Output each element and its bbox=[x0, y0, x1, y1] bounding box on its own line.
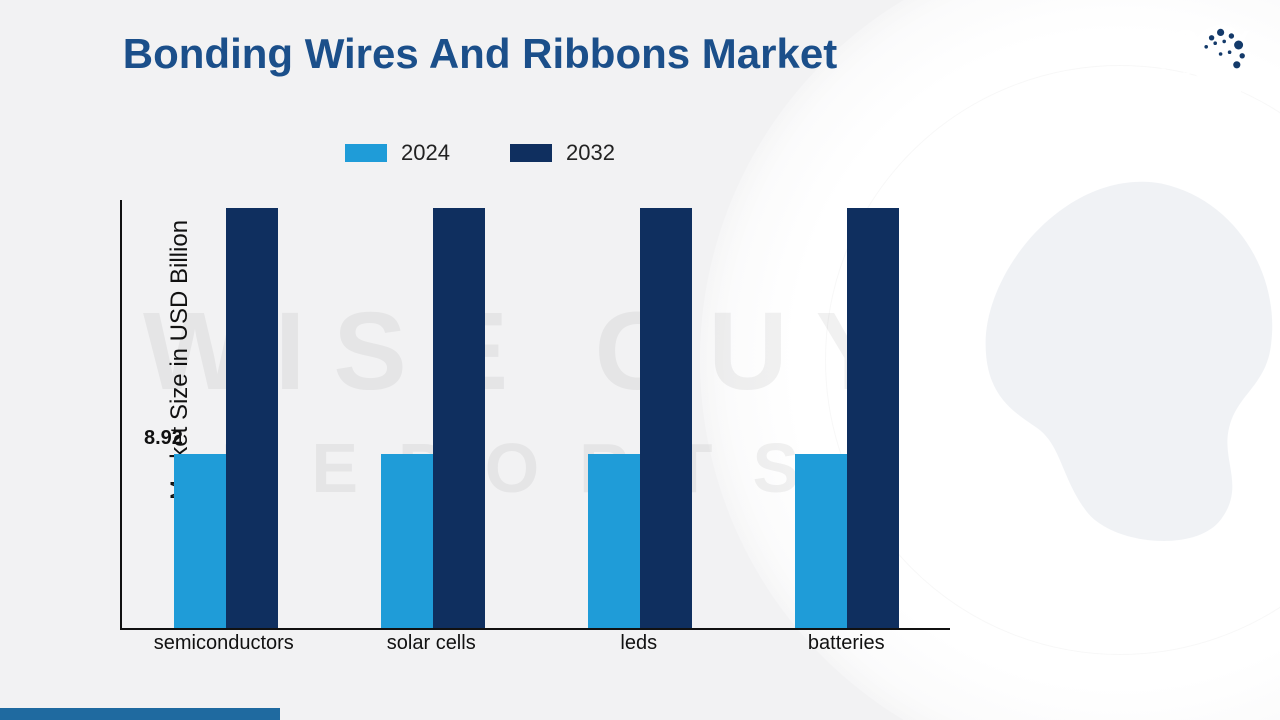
bar-groups: 8.92 bbox=[122, 200, 950, 628]
legend-label-2024: 2024 bbox=[401, 140, 450, 166]
bar-pair bbox=[588, 200, 692, 628]
bar bbox=[588, 454, 640, 628]
bar bbox=[640, 208, 692, 628]
legend-item-2024: 2024 bbox=[345, 140, 450, 166]
chart-plot-area: 8.92 bbox=[120, 200, 950, 630]
footer-accent bbox=[0, 708, 280, 720]
page-title: Bonding Wires And Ribbons Market bbox=[0, 30, 960, 78]
bar-group bbox=[329, 200, 536, 628]
brand-head-icon bbox=[1172, 18, 1262, 108]
legend-swatch-2032 bbox=[510, 144, 552, 162]
bar-group bbox=[743, 200, 950, 628]
brand-logo: WISEGUY REPORTS bbox=[1077, 24, 1252, 81]
category-labels: semiconductorssolar cellsledsbatteries bbox=[120, 632, 950, 655]
category-label: leds bbox=[535, 632, 743, 655]
bar-pair bbox=[381, 200, 485, 628]
bar bbox=[433, 208, 485, 628]
legend-item-2032: 2032 bbox=[510, 140, 615, 166]
legend-label-2032: 2032 bbox=[566, 140, 615, 166]
brand-word-a: WISE bbox=[1077, 24, 1172, 62]
bar-group: 8.92 bbox=[122, 200, 329, 628]
stage: WISE GUY REPORTS Bonding Wires And Ribbo… bbox=[0, 0, 1280, 720]
legend: 2024 2032 bbox=[0, 140, 960, 166]
bar-pair bbox=[795, 200, 899, 628]
bar bbox=[847, 208, 899, 628]
category-label: batteries bbox=[743, 632, 951, 655]
head-watermark-icon bbox=[910, 150, 1280, 570]
legend-swatch-2024 bbox=[345, 144, 387, 162]
bar bbox=[381, 454, 433, 628]
category-label: solar cells bbox=[328, 632, 536, 655]
bar bbox=[226, 208, 278, 628]
bar-group bbox=[536, 200, 743, 628]
bar bbox=[795, 454, 847, 628]
bar-pair bbox=[174, 200, 278, 628]
bar-value-label: 8.92 bbox=[144, 427, 183, 450]
category-label: semiconductors bbox=[120, 632, 328, 655]
bar bbox=[174, 454, 226, 628]
